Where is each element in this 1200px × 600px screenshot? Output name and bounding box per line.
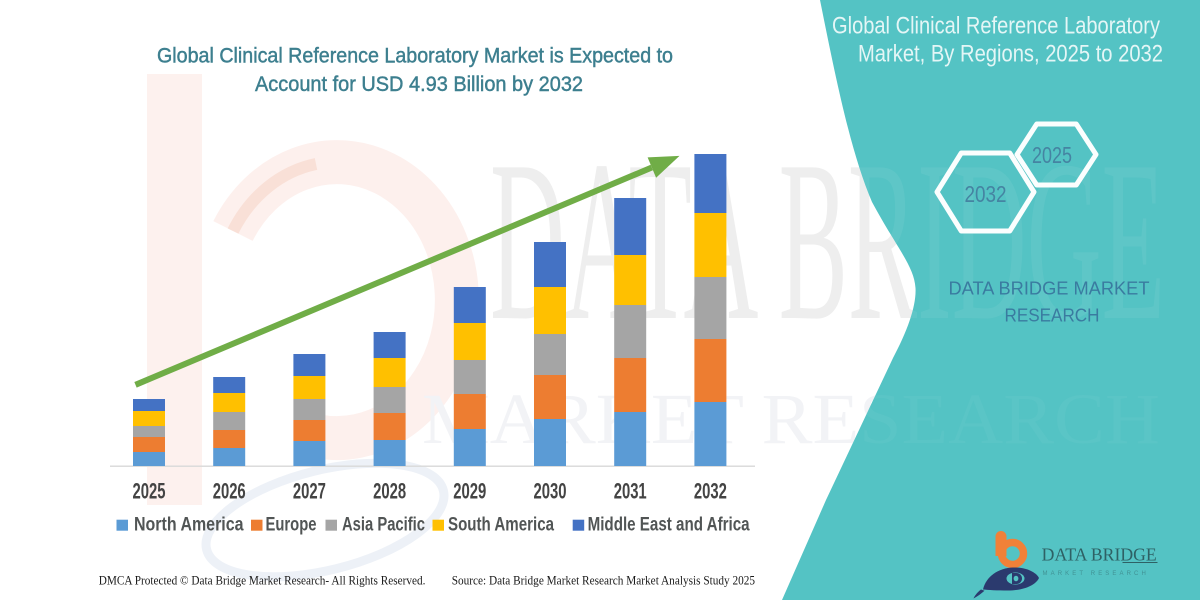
svg-text:Global Clinical Reference Labo: Global Clinical Reference Laboratory — [832, 12, 1160, 39]
svg-text:Market, By Regions, 2025 to 20: Market, By Regions, 2025 to 2032 — [858, 41, 1163, 68]
svg-text:Middle East and Africa: Middle East and Africa — [588, 515, 750, 536]
svg-text:2032: 2032 — [965, 181, 1007, 207]
svg-text:RESEARCH: RESEARCH — [1005, 306, 1100, 326]
svg-text:2026: 2026 — [213, 479, 246, 504]
svg-text:MARKET RESEARCH: MARKET RESEARCH — [1043, 571, 1149, 577]
svg-text:Global Clinical Reference Labo: Global Clinical Reference Laboratory Mar… — [157, 45, 673, 68]
svg-text:Account for USD 4.93 Billion b: Account for USD 4.93 Billion by 2032 — [255, 73, 583, 96]
svg-text:North America: North America — [134, 515, 244, 536]
svg-text:2025: 2025 — [1032, 142, 1072, 168]
svg-text:DATA BRIDGE: DATA BRIDGE — [1042, 545, 1157, 565]
svg-text:DATA BRIDGE MARKET: DATA BRIDGE MARKET — [949, 279, 1150, 299]
svg-text:Asia Pacific: Asia Pacific — [342, 515, 425, 536]
svg-text:2030: 2030 — [534, 479, 567, 504]
svg-text:Europe: Europe — [266, 515, 317, 536]
svg-text:2025: 2025 — [133, 479, 166, 504]
svg-text:2032: 2032 — [694, 479, 727, 504]
svg-text:South America: South America — [448, 515, 554, 536]
svg-text:2031: 2031 — [614, 479, 647, 504]
svg-text:2027: 2027 — [293, 479, 326, 504]
svg-text:2028: 2028 — [373, 479, 406, 504]
svg-text:2029: 2029 — [453, 479, 486, 504]
svg-text:DMCA Protected © Data Bridge M: DMCA Protected © Data Bridge Market Rese… — [99, 574, 426, 588]
svg-text:Source: Data Bridge Market Res: Source: Data Bridge Market Research Mark… — [452, 574, 755, 588]
